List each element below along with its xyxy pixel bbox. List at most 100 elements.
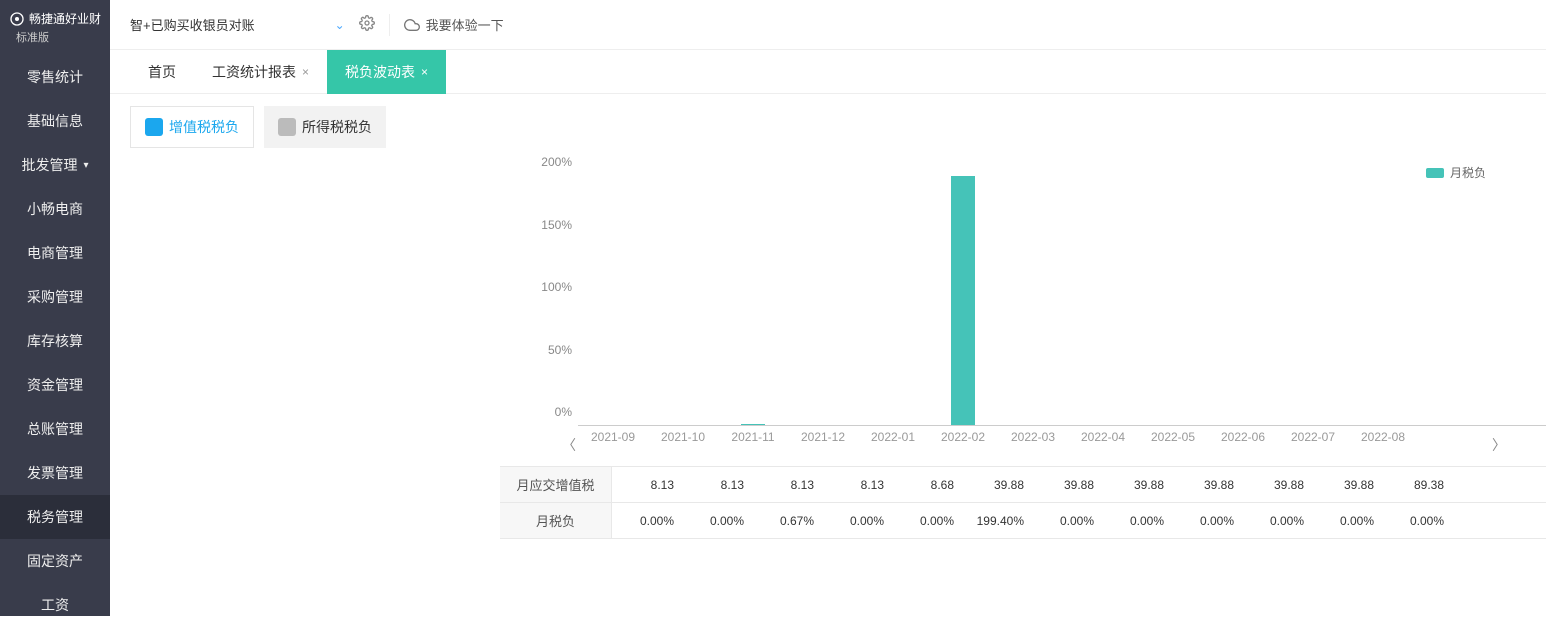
table-cell: 8.68 xyxy=(892,478,962,492)
tab-2[interactable]: 税负波动表 × xyxy=(327,50,446,94)
subtab-label: 所得税税负 xyxy=(302,117,372,137)
context-selector[interactable]: 智+已购买收银员对账 ⌄ xyxy=(130,15,345,34)
gear-icon[interactable] xyxy=(359,15,375,34)
table-cell: 8.13 xyxy=(682,478,752,492)
plot-area xyxy=(578,176,1546,426)
bar-5 xyxy=(951,176,975,425)
table-cell: 8.13 xyxy=(612,478,682,492)
sidebar-item-7[interactable]: 资金管理 xyxy=(0,363,110,407)
chart-prev-icon[interactable]: 〈 xyxy=(560,436,578,454)
table-cell: 39.88 xyxy=(1032,478,1102,492)
table-row: 月应交增值税8.138.138.138.138.6839.8839.8839.8… xyxy=(500,467,1546,503)
tab-0[interactable]: 首页 xyxy=(130,50,194,94)
row-header: 月税负 xyxy=(500,503,612,538)
brand-logo-icon xyxy=(9,11,25,27)
x-label: 2021-11 xyxy=(718,430,788,444)
table-cell: 8.13 xyxy=(752,478,822,492)
table-cell: 0.00% xyxy=(892,514,962,528)
sidebar-item-11[interactable]: 固定资产 xyxy=(0,539,110,583)
topbar: 智+已购买收银员对账 ⌄ 我要体验一下 xyxy=(110,0,1546,50)
sidebar-item-6[interactable]: 库存核算 xyxy=(0,319,110,363)
sidebar-item-10[interactable]: 税务管理 xyxy=(0,495,110,539)
experience-link[interactable]: 我要体验一下 xyxy=(404,15,504,34)
sidebar-item-9[interactable]: 发票管理 xyxy=(0,451,110,495)
y-tick: 50% xyxy=(548,343,572,357)
table-cell: 0.00% xyxy=(612,514,682,528)
brand-edition: 标准版 xyxy=(8,29,102,45)
y-tick: 100% xyxy=(541,280,572,294)
x-label: 2022-04 xyxy=(1068,430,1138,444)
table-cell: 39.88 xyxy=(1102,478,1172,492)
table-cell: 39.88 xyxy=(962,478,1032,492)
sidebar-item-4[interactable]: 电商管理 xyxy=(0,231,110,275)
context-selector-text: 智+已购买收银员对账 xyxy=(130,15,255,34)
main-area: 智+已购买收银员对账 ⌄ 我要体验一下 首页 工资统计报表 × 税负波动表 × 增值税税… xyxy=(110,0,1546,616)
x-label: 2022-02 xyxy=(928,430,998,444)
subtab-0[interactable]: 增值税税负 xyxy=(130,106,254,148)
table-row: 月税负0.00%0.00%0.67%0.00%0.00%199.40%0.00%… xyxy=(500,503,1546,539)
tab-label: 工资统计报表 xyxy=(212,62,296,82)
brand-block: 畅捷通好业财 标准版 xyxy=(0,0,110,55)
y-tick: 150% xyxy=(541,218,572,232)
chart-area: 0%50%100%150%200% 2021-092021-102021-112… xyxy=(530,176,1546,446)
x-label: 2022-03 xyxy=(998,430,1068,444)
divider xyxy=(389,14,390,36)
table-cell: 0.00% xyxy=(1242,514,1312,528)
x-axis: 2021-092021-102021-112021-122022-012022-… xyxy=(578,430,1546,444)
table-cell: 0.00% xyxy=(1172,514,1242,528)
table-cell: 0.00% xyxy=(1032,514,1102,528)
y-axis: 0%50%100%150%200% xyxy=(530,176,578,426)
x-label: 2021-12 xyxy=(788,430,858,444)
row-header: 月应交增值税 xyxy=(500,467,612,502)
summary-table: 月应交增值税8.138.138.138.138.6839.8839.8839.8… xyxy=(500,466,1546,539)
sidebar-item-5[interactable]: 采购管理 xyxy=(0,275,110,319)
table-cell: 0.67% xyxy=(752,514,822,528)
sidebar-item-2[interactable]: 批发管理▾ xyxy=(0,143,110,187)
sidebar-item-3[interactable]: 小畅电商 xyxy=(0,187,110,231)
x-label: 2022-07 xyxy=(1278,430,1348,444)
subtab-icon xyxy=(278,118,296,136)
sidebar: 畅捷通好业财 标准版 零售统计基础信息批发管理▾小畅电商电商管理采购管理库存核算… xyxy=(0,0,110,616)
cloud-icon xyxy=(404,17,420,33)
sidebar-item-8[interactable]: 总账管理 xyxy=(0,407,110,451)
x-label: 2021-10 xyxy=(648,430,718,444)
tabs-bar: 首页 工资统计报表 × 税负波动表 × xyxy=(110,50,1546,94)
x-label: 2022-06 xyxy=(1208,430,1278,444)
x-label: 2022-08 xyxy=(1348,430,1418,444)
chevron-down-icon: ⌄ xyxy=(335,18,345,32)
table-cell: 39.88 xyxy=(1312,478,1382,492)
close-icon[interactable]: × xyxy=(302,65,309,79)
table-cell: 0.00% xyxy=(1312,514,1382,528)
table-cell: 0.00% xyxy=(1382,514,1452,528)
x-label: 2021-09 xyxy=(578,430,648,444)
x-label: 2022-01 xyxy=(858,430,928,444)
subtab-icon xyxy=(145,118,163,136)
table-cell: 0.00% xyxy=(682,514,752,528)
table-cell: 0.00% xyxy=(1102,514,1172,528)
x-label: 2022-05 xyxy=(1138,430,1208,444)
experience-text: 我要体验一下 xyxy=(426,15,504,34)
table-cell: 89.38 xyxy=(1382,478,1452,492)
close-icon[interactable]: × xyxy=(421,65,428,79)
table-cell: 39.88 xyxy=(1242,478,1312,492)
y-tick: 0% xyxy=(555,405,572,419)
table-cell: 199.40% xyxy=(962,514,1032,528)
sidebar-item-12[interactable]: 工资 xyxy=(0,583,110,627)
content: 增值税税负 所得税税负 月税负 0% 50% 100% 150% 200% 2021-09… xyxy=(110,94,1546,616)
sidebar-item-0[interactable]: 零售统计 xyxy=(0,55,110,99)
table-cell: 0.00% xyxy=(822,514,892,528)
y-tick: 200% xyxy=(541,155,572,169)
chart-panel: 月税负 0%50%100%150%200% 2021-092021-102021… xyxy=(130,156,1526,616)
table-cell: 8.13 xyxy=(822,478,892,492)
subtab-label: 增值税税负 xyxy=(169,117,239,137)
tab-1[interactable]: 工资统计报表 × xyxy=(194,50,327,94)
brand-name: 畅捷通好业财 xyxy=(29,10,101,27)
tab-label: 税负波动表 xyxy=(345,62,415,82)
caret-down-icon: ▾ xyxy=(83,160,88,171)
bar-2 xyxy=(741,424,765,425)
subtabs: 增值税税负 所得税税负 xyxy=(130,106,1526,148)
subtab-1[interactable]: 所得税税负 xyxy=(264,106,386,148)
chart-next-icon[interactable]: 〉 xyxy=(1490,436,1508,454)
tab-label: 首页 xyxy=(148,62,176,82)
sidebar-item-1[interactable]: 基础信息 xyxy=(0,99,110,143)
